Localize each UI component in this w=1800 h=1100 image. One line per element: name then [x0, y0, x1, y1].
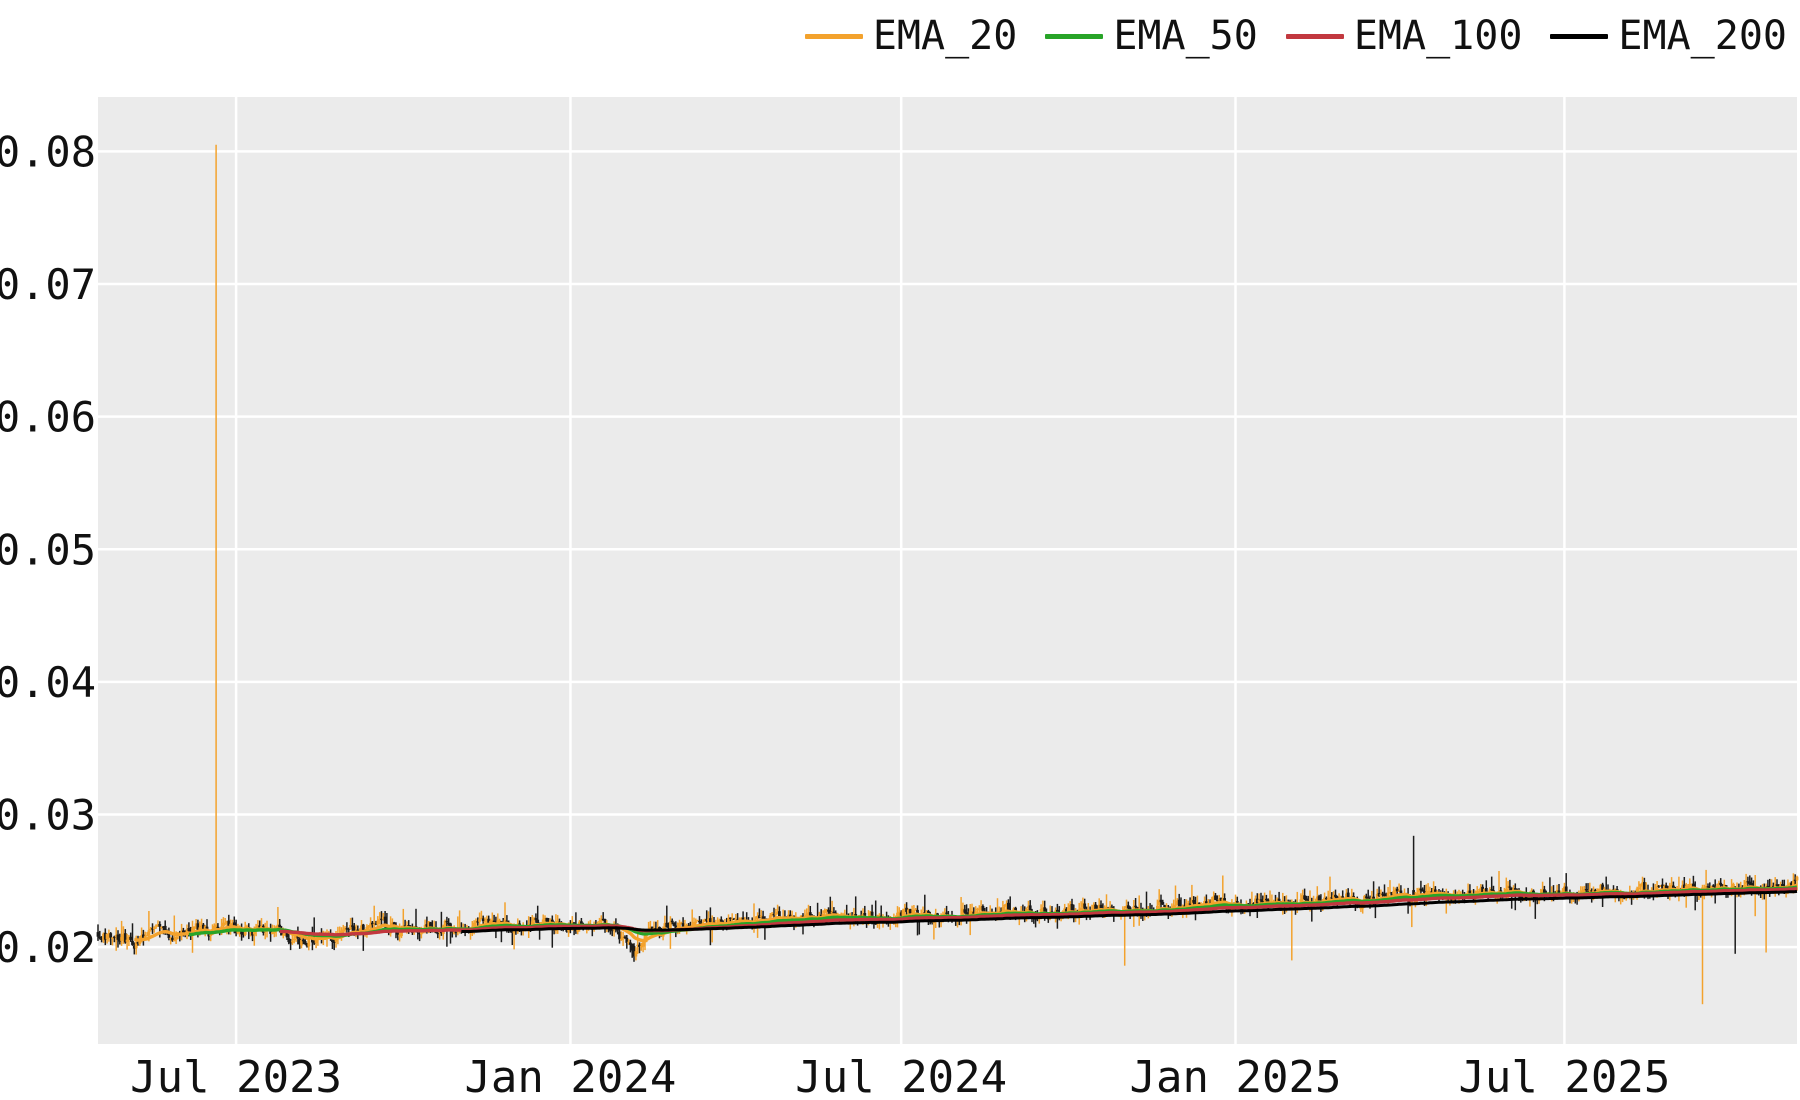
legend-line-swatch-ema-50: [1045, 33, 1104, 39]
svg-text:Jan 2024: Jan 2024: [464, 1052, 676, 1100]
legend-line-swatch-ema-20: [804, 33, 863, 39]
legend-label-ema-50: EMA_50: [1113, 13, 1258, 59]
x-axis-tick-labels: Jul 2023 Jan 2024 Jul 2024 Jan 2025 Jul 2025: [130, 1052, 1670, 1100]
y-axis-tick-labels: 0.02 0.03 0.04 0.05 0.06 0.07 0.08: [0, 127, 96, 972]
svg-text:Jul 2023: Jul 2023: [130, 1052, 342, 1100]
svg-text:0.02: 0.02: [0, 923, 96, 972]
svg-text:0.05: 0.05: [0, 525, 96, 574]
svg-text:Jul 2025: Jul 2025: [1458, 1052, 1670, 1100]
gridlines: [98, 97, 1797, 1044]
legend-item-ema-200: EMA_200: [1550, 16, 1787, 56]
svg-text:0.04: 0.04: [0, 658, 96, 707]
svg-text:Jul 2024: Jul 2024: [795, 1052, 1007, 1100]
legend-label-ema-200: EMA_200: [1618, 13, 1787, 59]
svg-text:0.08: 0.08: [0, 127, 96, 176]
svg-text:0.06: 0.06: [0, 393, 96, 442]
legend-item-ema-100: EMA_100: [1285, 13, 1523, 59]
svg-text:Jan 2025: Jan 2025: [1130, 1052, 1342, 1100]
svg-text:0.07: 0.07: [0, 260, 96, 309]
ema_100-line: [279, 886, 1798, 937]
legend-item-ema-20: EMA_20: [804, 13, 1018, 59]
legend: EMA_20 EMA_50 EMA_100 EMA_200: [804, 13, 1787, 59]
legend-label-ema-100: EMA_100: [1353, 13, 1523, 59]
svg-text:0.03: 0.03: [0, 791, 96, 840]
ema_200-line: [461, 889, 1798, 933]
legend-label-ema-20: EMA_20: [872, 13, 1018, 59]
plot-background: [98, 97, 1797, 1044]
legend-line-swatch-ema-100: [1285, 33, 1344, 39]
legend-item-ema-50: EMA_50: [1045, 16, 1258, 56]
legend-line-swatch-ema-200: [1550, 33, 1609, 39]
